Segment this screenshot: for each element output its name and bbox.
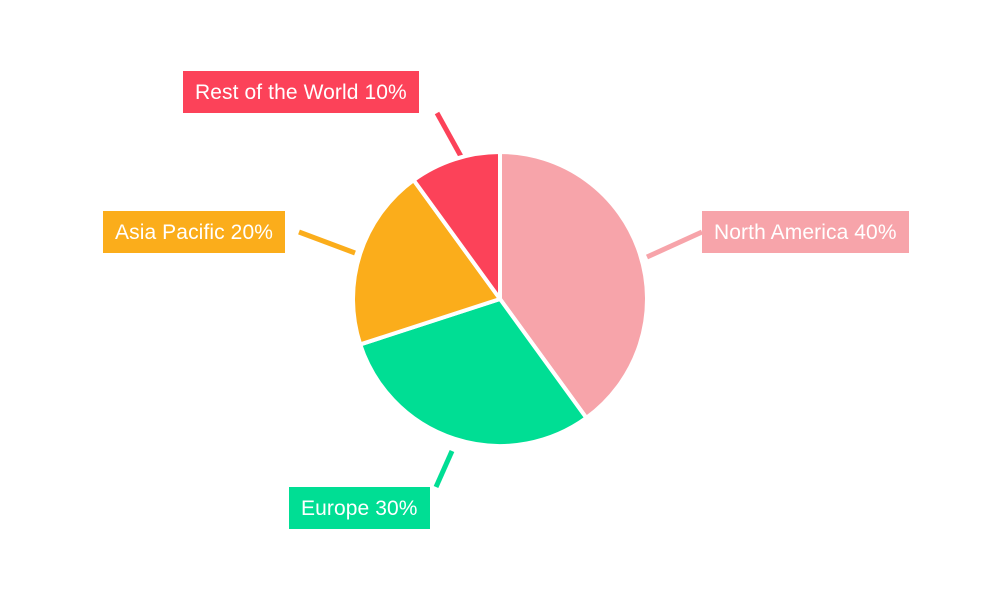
pie-label-north-america: North America 40% (702, 211, 909, 253)
pie-slice-north-america[interactable] (498, 150, 649, 420)
pie-label-asia-pacific: Asia Pacific 20% (103, 211, 286, 253)
pie-label-rest-world: Rest of the World 10% (183, 71, 419, 113)
pie-slice-europe[interactable] (358, 297, 589, 448)
pie-slices (351, 150, 649, 448)
pie-slice-rest-world[interactable] (411, 150, 502, 301)
pie-slice-asia-pacific[interactable] (351, 178, 502, 347)
leader-line-asia-pacific (298, 229, 356, 256)
leader-line-rest-world (434, 111, 466, 162)
leader-line-europe (433, 449, 455, 489)
leader-line-north-america (645, 229, 704, 260)
pie-label-europe: Europe 30% (289, 487, 430, 529)
leader-lines (298, 111, 704, 489)
